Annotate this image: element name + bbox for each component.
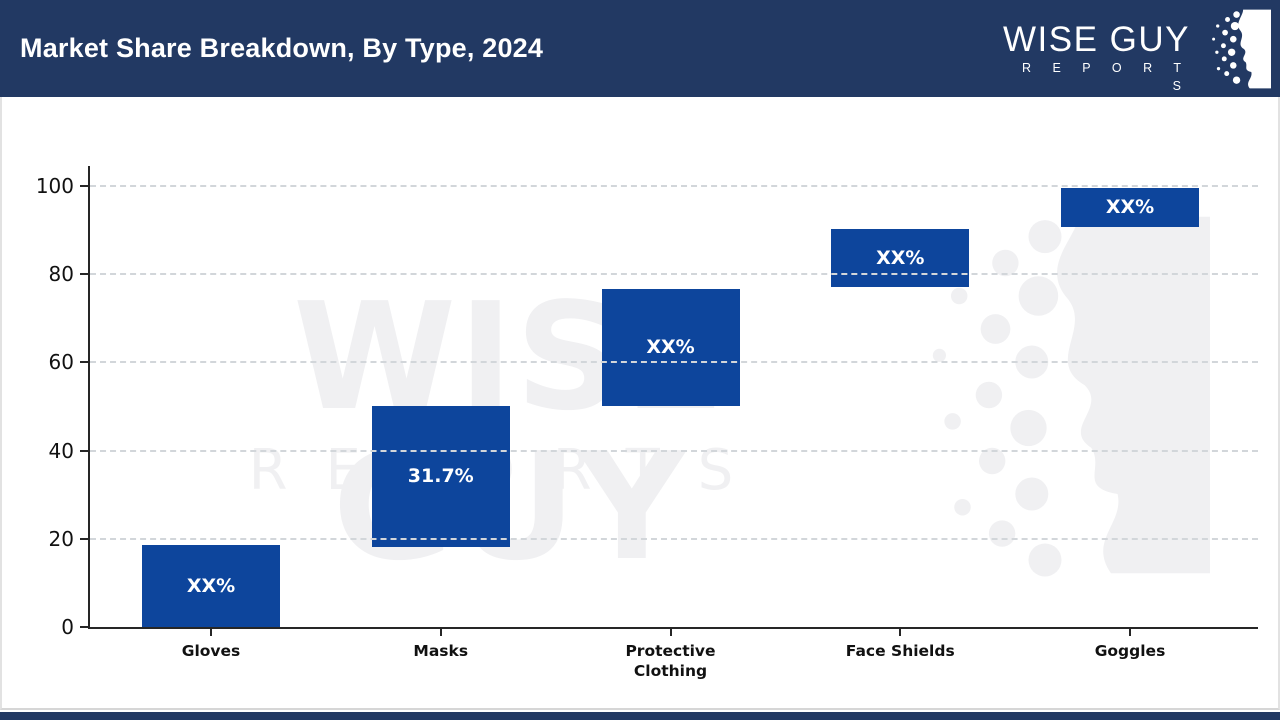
y-tick-label: 20: [48, 526, 74, 551]
gridline: [90, 537, 1258, 540]
bar-value-label: XX%: [876, 246, 925, 269]
x-tick-label: Face Shields: [845, 642, 955, 660]
y-tick-mark: [80, 449, 88, 452]
y-tick-label: 100: [35, 174, 74, 198]
chart-canvas-border: [0, 97, 1280, 710]
bar-value-label: XX%: [646, 336, 695, 359]
logo-text: WISE GUY R E P O R T S: [1000, 22, 1190, 95]
x-tick-label: Goggles: [1094, 642, 1166, 660]
footer-band: [0, 712, 1280, 720]
logo-wiseguy-label: WISE GUY: [1002, 20, 1190, 59]
header-band: Market Share Breakdown, By Type, 2024 WI…: [0, 0, 1280, 97]
gridline: [90, 361, 1258, 364]
y-tick-label: 40: [48, 438, 74, 463]
bar-segment: XX%: [831, 228, 970, 287]
x-tick-mark: [669, 629, 672, 636]
bar-segment: XX%: [142, 545, 280, 627]
watermark-face-icon: [932, 216, 1210, 577]
x-axis-spine: [88, 627, 1258, 629]
bar-value-label: 31.7%: [407, 465, 474, 488]
y-axis-spine: [88, 166, 90, 629]
wiseguy-face-icon: [1212, 9, 1271, 89]
x-tick-mark: [439, 629, 442, 636]
x-tick-mark: [1129, 629, 1131, 636]
y-tick-mark: [80, 537, 88, 540]
bar-value-label: XX%: [186, 575, 236, 598]
gridline: [90, 449, 1258, 452]
y-tick-mark: [80, 626, 88, 628]
wiseguy-logo: WISE GUY R E P O R T S: [1000, 6, 1272, 95]
y-tick-label: 80: [48, 262, 74, 287]
y-tick-label: 0: [61, 615, 74, 639]
gridline: [90, 185, 1258, 187]
bar-segment: XX%: [1061, 188, 1199, 227]
bar-segment: 31.7%: [371, 405, 510, 547]
logo-reports-label: R E P O R T S: [1021, 61, 1190, 93]
x-tick-label: Masks: [413, 642, 469, 660]
gridline: [90, 273, 1258, 276]
bar-value-label: XX%: [1105, 196, 1155, 219]
x-tick-mark: [210, 629, 212, 636]
y-tick-mark: [80, 361, 88, 364]
y-tick-mark: [80, 185, 88, 187]
x-tick-label: Protective Clothing: [625, 642, 716, 680]
y-tick-mark: [80, 273, 88, 276]
x-tick-mark: [899, 629, 902, 636]
page-title: Market Share Breakdown, By Type, 2024: [20, 33, 544, 63]
y-tick-label: 60: [48, 350, 74, 375]
x-tick-label: Gloves: [181, 642, 241, 660]
bar-segment: XX%: [601, 288, 740, 406]
